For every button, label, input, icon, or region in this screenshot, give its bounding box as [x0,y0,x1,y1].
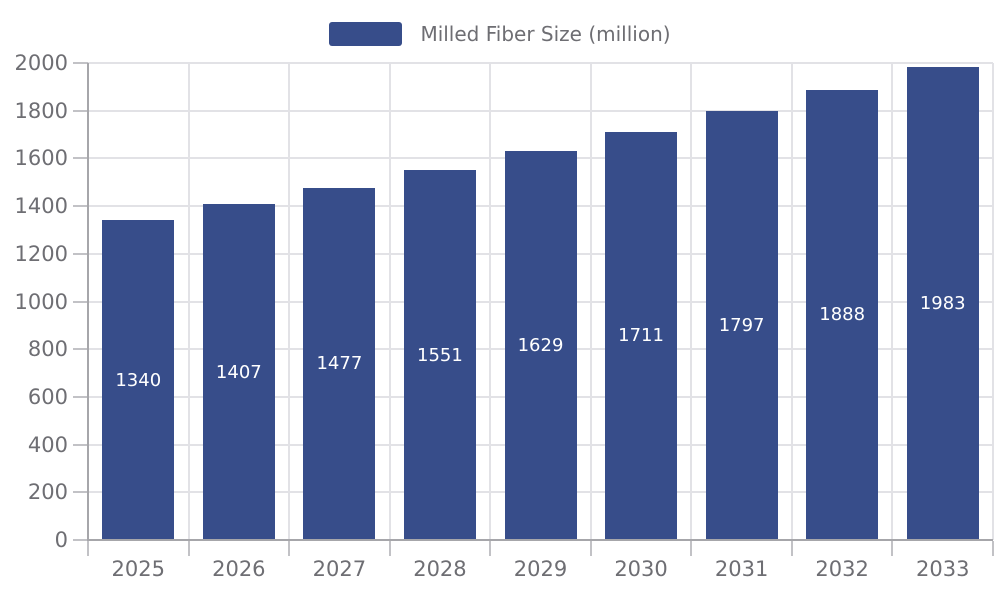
y-tick [73,109,88,112]
bar-value-label: 1888 [819,304,866,326]
bar-2025[interactable]: 1340 [102,220,175,540]
v-gridline [288,63,291,540]
x-axis-tick-label: 2025 [111,557,165,581]
bar-value-label: 1407 [215,361,262,383]
y-axis-tick-label: 1800 [14,98,68,123]
y-axis-tick-label: 2000 [14,51,68,75]
bar-2031[interactable]: 1797 [705,111,778,540]
y-axis-tick-label: 200 [27,480,68,505]
y-axis-tick-label: 600 [27,384,68,409]
y-tick [73,62,88,64]
x-axis-tick-label: 2032 [815,557,869,581]
y-tick [73,491,88,494]
y-tick [73,539,88,541]
y-axis-tick-label: 1400 [14,194,68,219]
y-axis-tick-label: 1600 [14,146,68,171]
h-gridline [88,109,993,112]
y-tick [73,300,88,303]
bar-value-label: 1797 [718,315,765,337]
v-gridline [790,63,793,540]
y-tick [73,205,88,208]
v-gridline [187,63,190,540]
x-axis-line [87,539,993,541]
h-gridline [88,62,993,64]
x-axis-tick-label: 2027 [312,557,367,581]
y-tick [73,157,88,160]
bar-2028[interactable]: 1551 [403,170,476,540]
y-tick [73,443,88,446]
x-tick [992,541,994,556]
x-axis-tick-label: 2026 [212,557,266,581]
x-tick [690,541,693,556]
x-tick [87,541,89,556]
y-axis-tick-label: 0 [54,528,68,552]
bar-2026[interactable]: 1407 [202,204,275,540]
bar-2030[interactable]: 1711 [605,131,678,540]
x-tick [187,541,190,556]
v-gridline [589,63,592,540]
y-tick [73,252,88,255]
y-tick [73,395,88,398]
x-tick [790,541,793,556]
v-gridline [489,63,492,540]
legend-label: Milled Fiber Size (million) [420,22,671,46]
y-axis-tick-label: 800 [27,337,68,362]
v-gridline [690,63,693,540]
x-tick [288,541,291,556]
bar-2029[interactable]: 1629 [504,151,577,540]
bar-2032[interactable]: 1888 [806,89,879,540]
x-tick [489,541,492,556]
x-axis-tick-label: 2028 [413,557,467,581]
x-axis-tick-label: 2033 [915,557,970,581]
bar-value-label: 1340 [115,369,162,391]
x-axis-tick-label: 2030 [614,557,668,581]
bar-2027[interactable]: 1477 [303,187,376,540]
v-gridline [388,63,391,540]
x-tick [388,541,391,556]
bar-value-label: 1551 [417,344,463,366]
x-tick [589,541,592,556]
y-axis-tick-label: 1000 [14,289,68,314]
bar-2033[interactable]: 1983 [906,67,979,540]
y-tick [73,348,88,351]
v-gridline [992,63,994,540]
legend[interactable]: Milled Fiber Size (million) [0,22,1000,46]
x-axis-tick-label: 2031 [714,557,769,581]
bar-value-label: 1477 [316,353,363,375]
y-axis-tick-label: 400 [27,432,68,457]
legend-swatch [329,22,403,46]
y-axis-tick-label: 1200 [14,241,68,266]
x-axis-tick-label: 2029 [513,557,568,581]
bar-value-label: 1629 [517,335,564,357]
bar-value-label: 1711 [618,325,664,347]
v-gridline [891,63,894,540]
bar-value-label: 1983 [919,293,966,315]
y-axis-line [87,63,89,541]
x-tick [891,541,894,556]
